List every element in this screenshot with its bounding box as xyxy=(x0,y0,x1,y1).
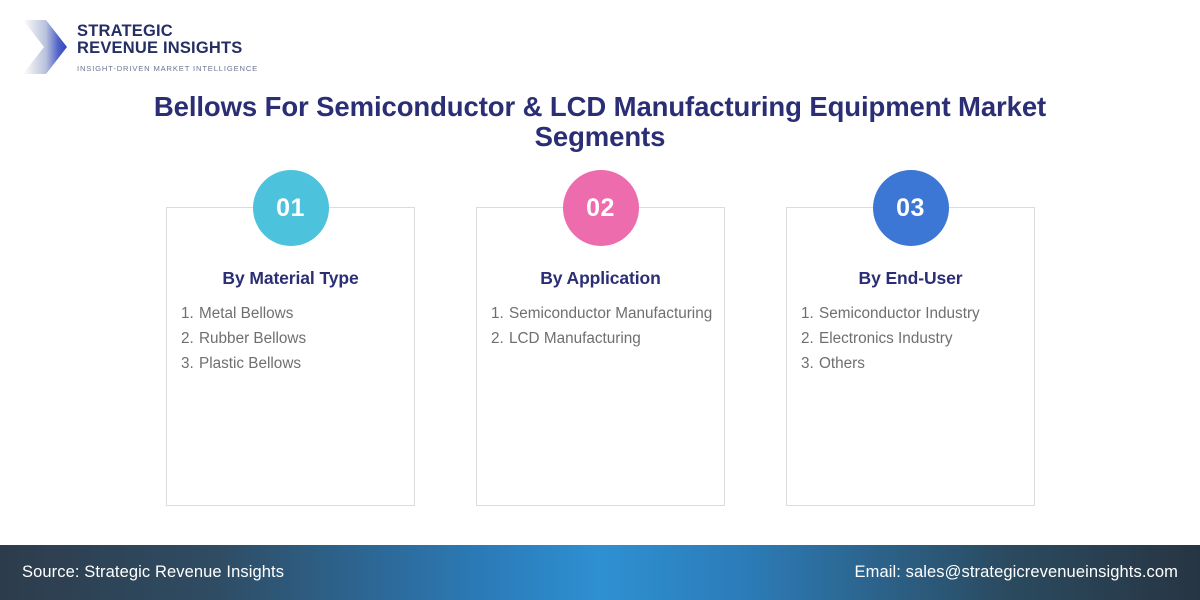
list-item: 2. Electronics Industry xyxy=(801,326,1026,351)
list-item-number: 2. xyxy=(491,330,504,347)
list-item: 3. Plastic Bellows xyxy=(181,351,406,376)
list-item-number: 2. xyxy=(181,330,194,347)
list-item: 3. Others xyxy=(801,351,1026,376)
list-item-label: LCD Manufacturing xyxy=(509,330,641,347)
segment-card-list: 01 By Material Type 1. Metal Bellows 2. … xyxy=(166,170,1035,506)
segment-number-badge-2: 02 xyxy=(562,170,639,246)
page-title: Bellows For Semiconductor & LCD Manufact… xyxy=(153,91,1047,152)
list-item-number: 1. xyxy=(181,305,194,322)
segment-card-1: 01 By Material Type 1. Metal Bellows 2. … xyxy=(166,170,415,506)
list-item: 1. Semiconductor Industry xyxy=(801,301,1026,326)
list-item-number: 1. xyxy=(491,305,504,322)
list-item-number: 2. xyxy=(801,330,814,347)
brand-tagline: INSIGHT-DRIVEN MARKET INTELLIGENCE xyxy=(77,64,259,73)
list-item: 1. Semiconductor Manufacturing xyxy=(491,301,716,326)
brand-wordmark: STRATEGIC REVENUE INSIGHTS INSIGHT-DRIVE… xyxy=(77,21,259,74)
segment-items-3: 1. Semiconductor Industry 2. Electronics… xyxy=(801,301,1026,376)
brand-name-line1: STRATEGIC xyxy=(77,22,173,40)
brand-logo: STRATEGIC REVENUE INSIGHTS INSIGHT-DRIVE… xyxy=(22,18,258,76)
segment-number-badge-1: 01 xyxy=(252,170,329,246)
list-item-label: Metal Bellows xyxy=(199,305,294,322)
list-item: 2. Rubber Bellows xyxy=(181,326,406,351)
segment-heading-1: By Material Type xyxy=(222,268,359,288)
list-item-number: 3. xyxy=(801,355,814,372)
footer-source: Source: Strategic Revenue Insights xyxy=(22,563,285,581)
chevron-right-icon xyxy=(23,20,67,74)
segment-card-3: 03 By End-User 1. Semiconductor Industry… xyxy=(786,170,1035,506)
brand-name-line2: REVENUE INSIGHTS xyxy=(77,39,243,57)
footer-email[interactable]: Email: sales@strategicrevenueinsights.co… xyxy=(854,563,1178,581)
list-item-label: Semiconductor Industry xyxy=(819,305,980,322)
list-item: 1. Metal Bellows xyxy=(181,301,406,326)
list-item-number: 3. xyxy=(181,355,194,372)
list-item-label: Rubber Bellows xyxy=(199,330,307,347)
list-item-label: Electronics Industry xyxy=(819,330,953,347)
segment-items-1: 1. Metal Bellows 2. Rubber Bellows 3. Pl… xyxy=(181,301,406,376)
footer-bar: Source: Strategic Revenue Insights Email… xyxy=(0,545,1200,600)
list-item-label: Plastic Bellows xyxy=(199,355,302,372)
list-item-label: Semiconductor Manufacturing xyxy=(509,305,713,322)
list-item-number: 1. xyxy=(801,305,814,322)
segment-items-2: 1. Semiconductor Manufacturing 2. LCD Ma… xyxy=(491,301,716,351)
segment-card-2: 02 By Application 1. Semiconductor Manuf… xyxy=(476,170,725,506)
list-item-label: Others xyxy=(819,355,865,372)
segment-number-badge-3: 03 xyxy=(872,170,949,246)
segment-heading-3: By End-User xyxy=(858,268,963,288)
list-item: 2. LCD Manufacturing xyxy=(491,326,716,351)
segment-heading-2: By Application xyxy=(540,268,661,288)
